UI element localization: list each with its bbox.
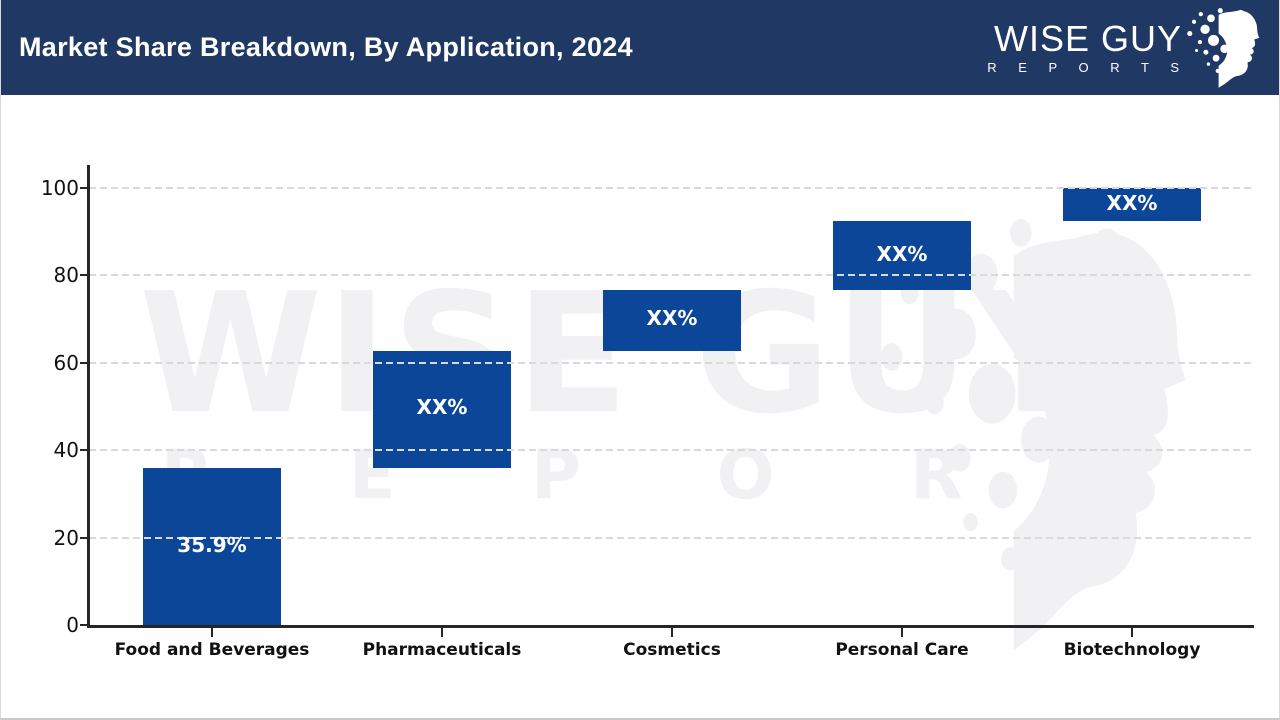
x-axis-line <box>87 625 1254 628</box>
wiseguy-logo: WISE GUY R E P O R T S <box>987 6 1261 90</box>
y-axis-label-100: 100 <box>40 176 79 200</box>
bar-value-label-personal-care: XX% <box>876 241 928 266</box>
gridline-60 <box>89 361 1254 364</box>
header-bar: Market Share Breakdown, By Application, … <box>1 0 1279 95</box>
y-axis-label-0: 0 <box>66 613 79 637</box>
logo-face-icon <box>1187 7 1260 88</box>
x-axis-label-pharmaceuticals: Pharmaceuticals <box>362 640 522 660</box>
logo-wordmark: WISE GUY <box>993 18 1182 59</box>
y-axis-line <box>87 165 90 628</box>
y-axis-label-60: 60 <box>53 350 79 375</box>
bar-value-label-cosmetics: XX% <box>646 306 698 331</box>
y-axis-tick <box>80 449 88 452</box>
x-axis-label-food-and-beverages: Food and Beverages <box>114 640 310 660</box>
y-axis-label-20: 20 <box>53 525 79 550</box>
x-axis-label-cosmetics: Cosmetics <box>623 640 721 660</box>
bar-value-label-food-and-beverages: 35.9% <box>177 532 247 557</box>
x-axis-tick <box>671 628 673 637</box>
gridline-20 <box>89 536 1254 539</box>
x-axis-tick <box>441 628 443 637</box>
bar-personal-care <box>833 221 971 291</box>
page-title: Market Share Breakdown, By Application, … <box>19 32 633 62</box>
bar-value-label-pharmaceuticals: XX% <box>416 395 468 420</box>
gridline-100 <box>89 187 1254 189</box>
logo-subtext: R E P O R T S <box>987 60 1188 75</box>
x-axis-tick <box>1131 628 1133 637</box>
y-axis-tick <box>80 624 88 626</box>
y-axis-label-80: 80 <box>53 263 79 288</box>
y-axis-tick <box>80 274 88 277</box>
x-axis-tick <box>211 628 213 637</box>
bar-value-label-biotechnology: XX% <box>1106 190 1158 215</box>
y-axis-label-40: 40 <box>53 438 79 463</box>
gridline-40 <box>89 449 1254 452</box>
bar-biotechnology <box>1063 188 1201 222</box>
y-axis-tick <box>80 536 88 539</box>
x-axis-tick <box>901 628 903 637</box>
bar-cosmetics <box>603 290 741 351</box>
bar-food-and-beverages <box>143 468 281 625</box>
x-axis-label-biotechnology: Biotechnology <box>1063 640 1201 660</box>
gridline-80 <box>89 274 1254 277</box>
y-axis-tick <box>80 361 88 364</box>
x-axis-label-personal-care: Personal Care <box>835 640 969 660</box>
y-axis-tick <box>80 187 88 189</box>
bar-pharmaceuticals <box>373 350 511 469</box>
